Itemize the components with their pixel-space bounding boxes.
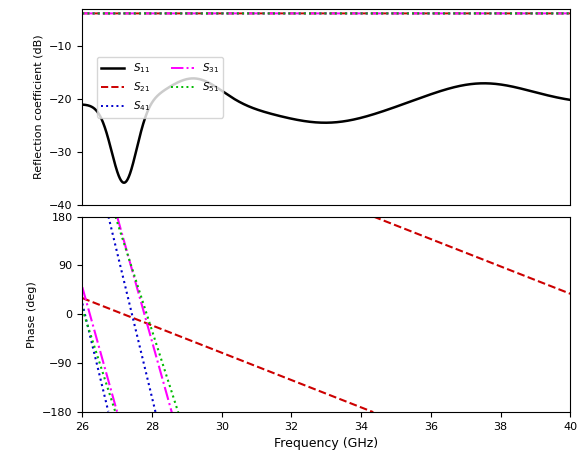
$S_{51}$ bbox=[79, 11, 86, 16]
$S_{11}$ bbox=[265, 110, 272, 116]
$S_{11}$ bbox=[567, 97, 574, 103]
$S_{11}$ bbox=[189, 76, 196, 81]
$S_{31}$ bbox=[396, 11, 403, 16]
$S_{51}$ bbox=[480, 11, 487, 16]
X-axis label: Frequency (GHz): Frequency (GHz) bbox=[274, 437, 379, 451]
$S_{11}$ bbox=[121, 180, 128, 185]
$S_{31}$ bbox=[567, 11, 574, 16]
$S_{21}$ bbox=[265, 11, 272, 16]
$S_{11}$ bbox=[480, 81, 487, 86]
$S_{41}$ bbox=[372, 11, 379, 16]
$S_{41}$ bbox=[79, 11, 86, 16]
$S_{11}$ bbox=[443, 87, 450, 92]
$S_{41}$ bbox=[265, 11, 272, 16]
$S_{21}$ bbox=[79, 11, 86, 16]
$S_{51}$ bbox=[372, 11, 379, 16]
Y-axis label: Phase (deg): Phase (deg) bbox=[26, 281, 36, 348]
$S_{21}$ bbox=[567, 11, 574, 16]
$S_{21}$ bbox=[372, 11, 379, 16]
$S_{51}$ bbox=[396, 11, 403, 16]
$S_{41}$ bbox=[396, 11, 403, 16]
$S_{31}$ bbox=[79, 11, 86, 16]
$S_{41}$ bbox=[480, 11, 487, 16]
Y-axis label: Reflection coefficient (dB): Reflection coefficient (dB) bbox=[34, 35, 44, 179]
$S_{51}$ bbox=[443, 11, 450, 16]
$S_{31}$ bbox=[480, 11, 487, 16]
$S_{51}$ bbox=[168, 11, 175, 16]
$S_{21}$ bbox=[168, 11, 175, 16]
$S_{21}$ bbox=[480, 11, 487, 16]
$S_{41}$ bbox=[443, 11, 450, 16]
$S_{31}$ bbox=[443, 11, 450, 16]
$S_{21}$ bbox=[443, 11, 450, 16]
$S_{51}$ bbox=[567, 11, 574, 16]
$S_{11}$ bbox=[168, 83, 175, 89]
$S_{21}$ bbox=[396, 11, 403, 16]
$S_{31}$ bbox=[372, 11, 379, 16]
$S_{41}$ bbox=[567, 11, 574, 16]
$S_{31}$ bbox=[168, 11, 175, 16]
$S_{11}$ bbox=[372, 111, 379, 116]
Line: $S_{11}$: $S_{11}$ bbox=[82, 78, 570, 183]
$S_{11}$ bbox=[396, 103, 403, 108]
$S_{11}$ bbox=[79, 102, 86, 107]
$S_{41}$ bbox=[168, 11, 175, 16]
$S_{51}$ bbox=[265, 11, 272, 16]
Legend: $S_{11}$, $S_{21}$, $S_{41}$, $S_{31}$, $S_{51}$: $S_{11}$, $S_{21}$, $S_{41}$, $S_{31}$, … bbox=[97, 57, 223, 118]
$S_{31}$ bbox=[265, 11, 272, 16]
